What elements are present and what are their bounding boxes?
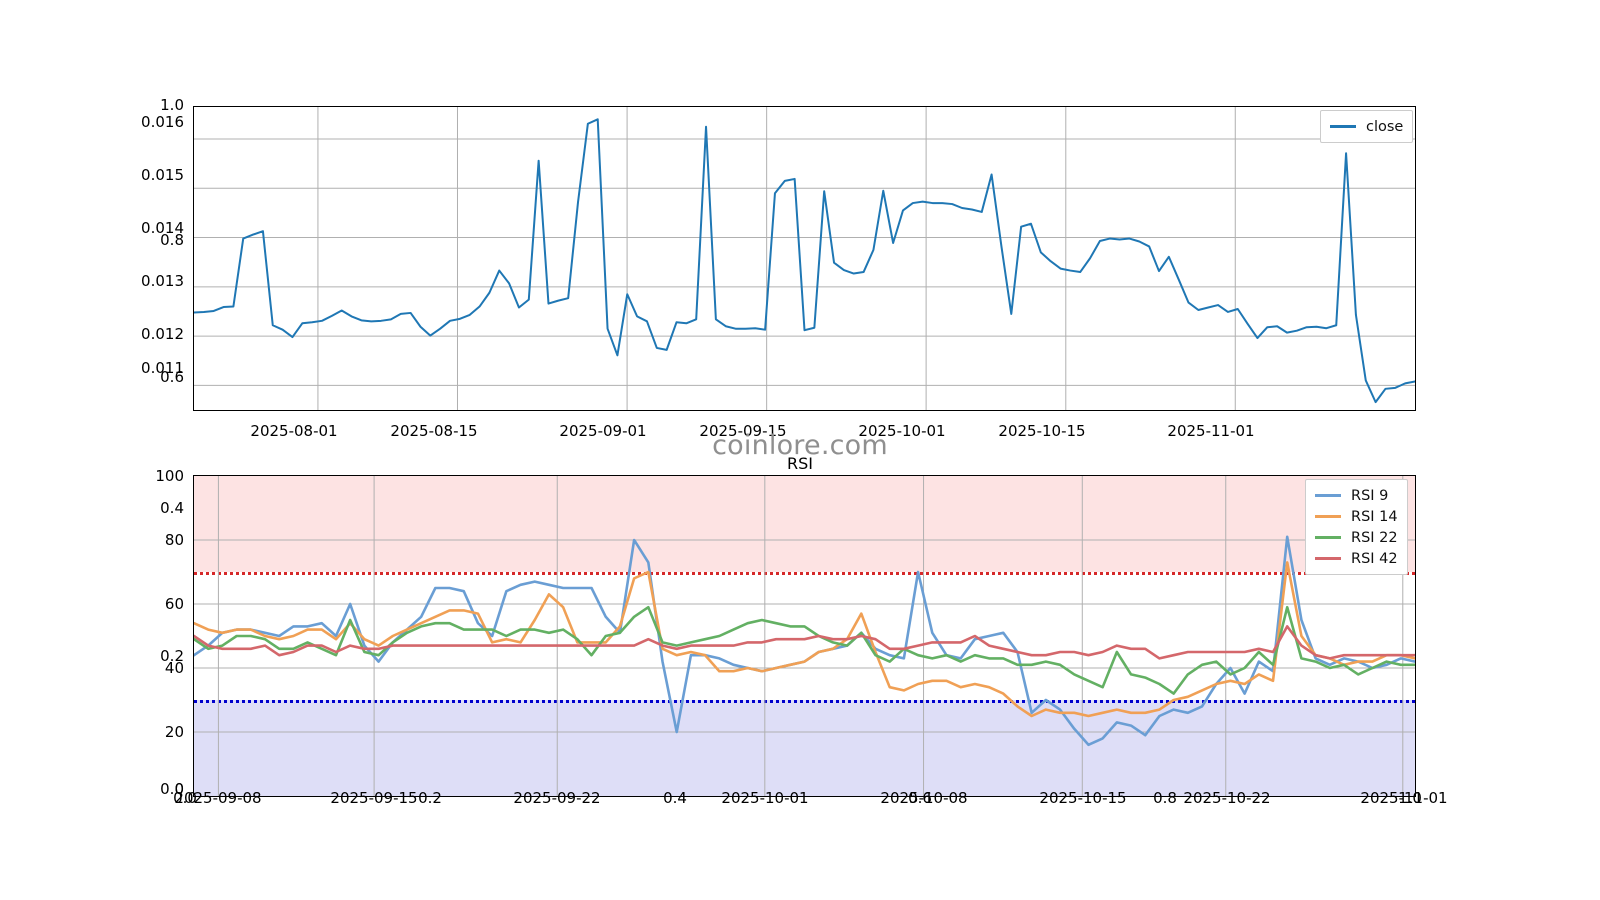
line-swatch-icon [1315,494,1341,497]
line-swatch-icon [1330,125,1356,128]
watermark-text: coinlore.com [712,430,888,461]
price-chart-panel [193,106,1416,411]
price-legend: close [1320,110,1414,143]
rsi-xtick-overlay-1: 0.2 [418,789,442,807]
price-xtick-2: 2025-09-01 [559,422,647,440]
legend-label-close: close [1366,118,1404,135]
price-ytick-1: 0.015 [141,166,184,184]
rsi-xtick-overlay-4: 0.8 [1153,789,1177,807]
rsi-xtick-3: 2025-10-01 [721,789,809,807]
price-xtick-1: 2025-08-15 [390,422,478,440]
price-ytick-overlay-2: 0.6 [160,368,184,386]
rsi-xtick-overlay-0: 0.0 [173,789,197,807]
overbought-zone [194,476,1415,572]
legend-label-rsi-14: RSI 14 [1351,508,1398,525]
rsi-xtick-5: 2025-10-15 [1039,789,1127,807]
price-xtick-4: 2025-10-01 [858,422,946,440]
legend-item-rsi-9[interactable]: RSI 9 [1315,485,1398,506]
rsi-ytick-4: 20 [164,723,184,741]
legend-label-rsi-22: RSI 22 [1351,529,1398,546]
rsi-ytick-overlay-0: 0.4 [160,499,184,517]
price-ytick-4: 0.012 [141,325,184,343]
overbought-threshold-line [194,572,1415,575]
rsi-xtick-1: 2025-09-15 [330,789,418,807]
legend-item-rsi-22[interactable]: RSI 22 [1315,527,1398,548]
rsi-ytick-2: 60 [164,595,184,613]
rsi-xtick-7: 2025-11-01 [1360,789,1448,807]
line-swatch-icon [1315,557,1341,560]
legend-item-rsi-42[interactable]: RSI 42 [1315,548,1398,569]
rsi-ytick-overlay-1: 0.2 [160,647,184,665]
legend-label-rsi-9: RSI 9 [1351,487,1389,504]
rsi-plot-area [194,476,1415,796]
rsi-legend: RSI 9 RSI 14 RSI 22 RSI 42 [1305,479,1408,575]
rsi-xtick-2: 2025-09-22 [513,789,601,807]
rsi-panel-title: RSI [787,454,813,473]
rsi-chart-panel [193,475,1416,797]
rsi-xtick-6: 2025-10-22 [1183,789,1271,807]
price-ytick-3: 0.013 [141,272,184,290]
price-ytick-0: 0.016 [141,113,184,131]
rsi-xtick-0: 2025-09-08 [174,789,262,807]
rsi-ytick-5: 0 [174,780,184,798]
price-ytick-5: 0.011 [141,359,184,377]
price-ytick-overlay-0: 1.0 [160,96,184,114]
rsi-ytick-1: 80 [164,531,184,549]
legend-item-rsi-14[interactable]: RSI 14 [1315,506,1398,527]
price-plot-area [194,107,1415,410]
legend-item-close[interactable]: close [1330,116,1403,137]
price-ytick-2: 0.014 [141,219,184,237]
price-xtick-3: 2025-09-15 [699,422,787,440]
price-xtick-6: 2025-11-01 [1167,422,1255,440]
rsi-ytick-0: 100 [155,467,184,485]
price-xtick-0: 2025-08-01 [250,422,338,440]
rsi-xtick-overlay-5: 1.0 [1398,789,1422,807]
legend-label-rsi-42: RSI 42 [1351,550,1398,567]
rsi-xtick-overlay-3: 0.6 [908,789,932,807]
price-xtick-5: 2025-10-15 [998,422,1086,440]
oversold-threshold-line [194,700,1415,703]
rsi-xtick-overlay-2: 0.4 [663,789,687,807]
line-swatch-icon [1315,536,1341,539]
rsi-ytick-overlay-2: 0.0 [160,780,184,798]
rsi-xtick-4: 2025-10-08 [880,789,968,807]
rsi-ytick-3: 40 [164,659,184,677]
line-swatch-icon [1315,515,1341,518]
price-ytick-overlay-1: 0.8 [160,231,184,249]
oversold-zone [194,700,1415,796]
